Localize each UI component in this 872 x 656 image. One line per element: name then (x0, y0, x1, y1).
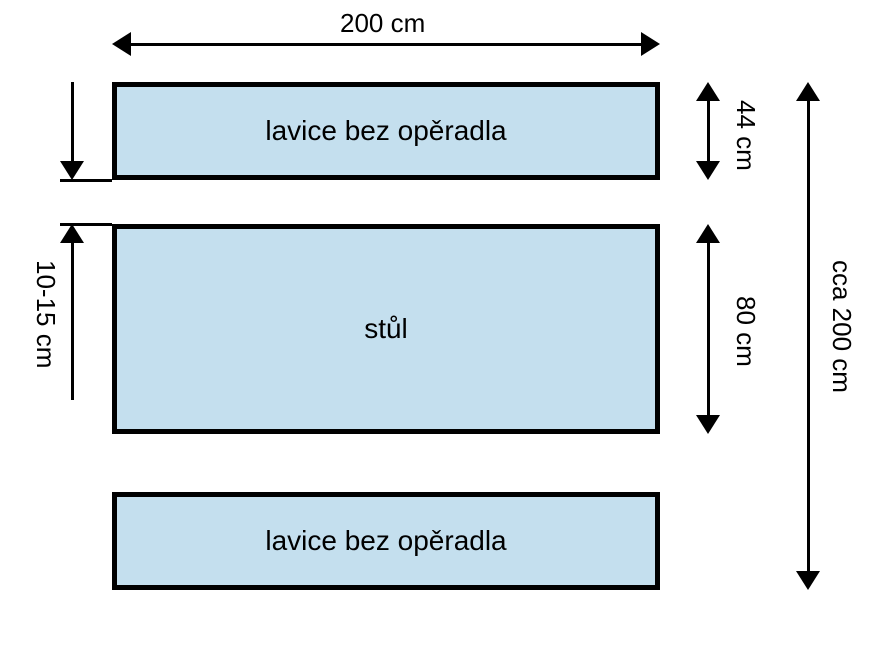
block-bench-top: lavice bez opěradla (112, 82, 660, 180)
block-bench-bottom: lavice bez opěradla (112, 492, 660, 590)
block-table: stůl (112, 224, 660, 434)
dim-table-h: 80 cm (730, 296, 761, 367)
dim-total-h: cca 200 cm (826, 260, 857, 393)
block-label: lavice bez opěradla (265, 115, 506, 147)
dim-width-top: 200 cm (340, 8, 425, 39)
block-label: lavice bez opěradla (265, 525, 506, 557)
dim-gap: 10-15 cm (30, 260, 61, 368)
block-label: stůl (364, 313, 408, 345)
dim-bench-h: 44 cm (730, 100, 761, 171)
